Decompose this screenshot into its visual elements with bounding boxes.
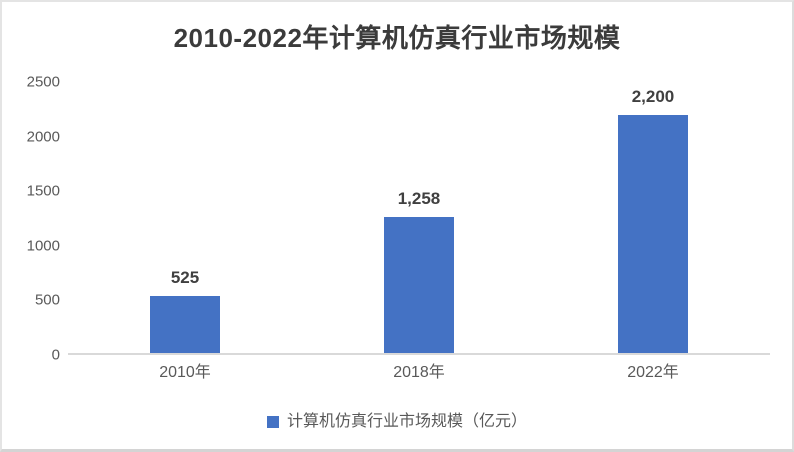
- y-axis: 0 500 1000 1500 2000 2500: [10, 75, 60, 363]
- bar-value-label: 525: [170, 268, 200, 287]
- x-axis-label: 2018年: [393, 364, 445, 381]
- chart-title: 2010-2022年计算机仿真行业市场规模: [173, 23, 621, 53]
- legend-label: 计算机仿真行业市场规模（亿元）: [286, 413, 527, 430]
- bar-value-label: 2,200: [631, 87, 675, 106]
- x-axis-baseline: [68, 353, 770, 355]
- x-axis-label: 2010年: [159, 364, 211, 381]
- x-axis-label: 2022年: [627, 364, 679, 381]
- plot-area: 525 2010年 1,258 2018年 2,200 2022年: [68, 82, 770, 381]
- bar-slot: 1,258 2018年: [302, 82, 536, 381]
- bar-slot: 525 2010年: [68, 82, 302, 381]
- y-axis-tick-label: 0: [51, 346, 60, 364]
- y-axis-tick-label: 1000: [26, 237, 60, 255]
- bar-slot: 2,200 2022年: [536, 82, 770, 381]
- bar: [618, 115, 688, 353]
- y-axis-tick-label: 500: [34, 291, 60, 309]
- legend: 计算机仿真行业市场规模（亿元）: [2, 414, 792, 430]
- y-axis-tick-label: 2000: [26, 128, 60, 146]
- legend-swatch-icon: [266, 416, 279, 428]
- bar: [150, 296, 220, 353]
- y-axis-tick-label: 1500: [26, 182, 60, 200]
- bar-value-label: 1,258: [397, 189, 441, 208]
- bar: [384, 217, 454, 353]
- y-axis-tick-label: 2500: [26, 73, 60, 91]
